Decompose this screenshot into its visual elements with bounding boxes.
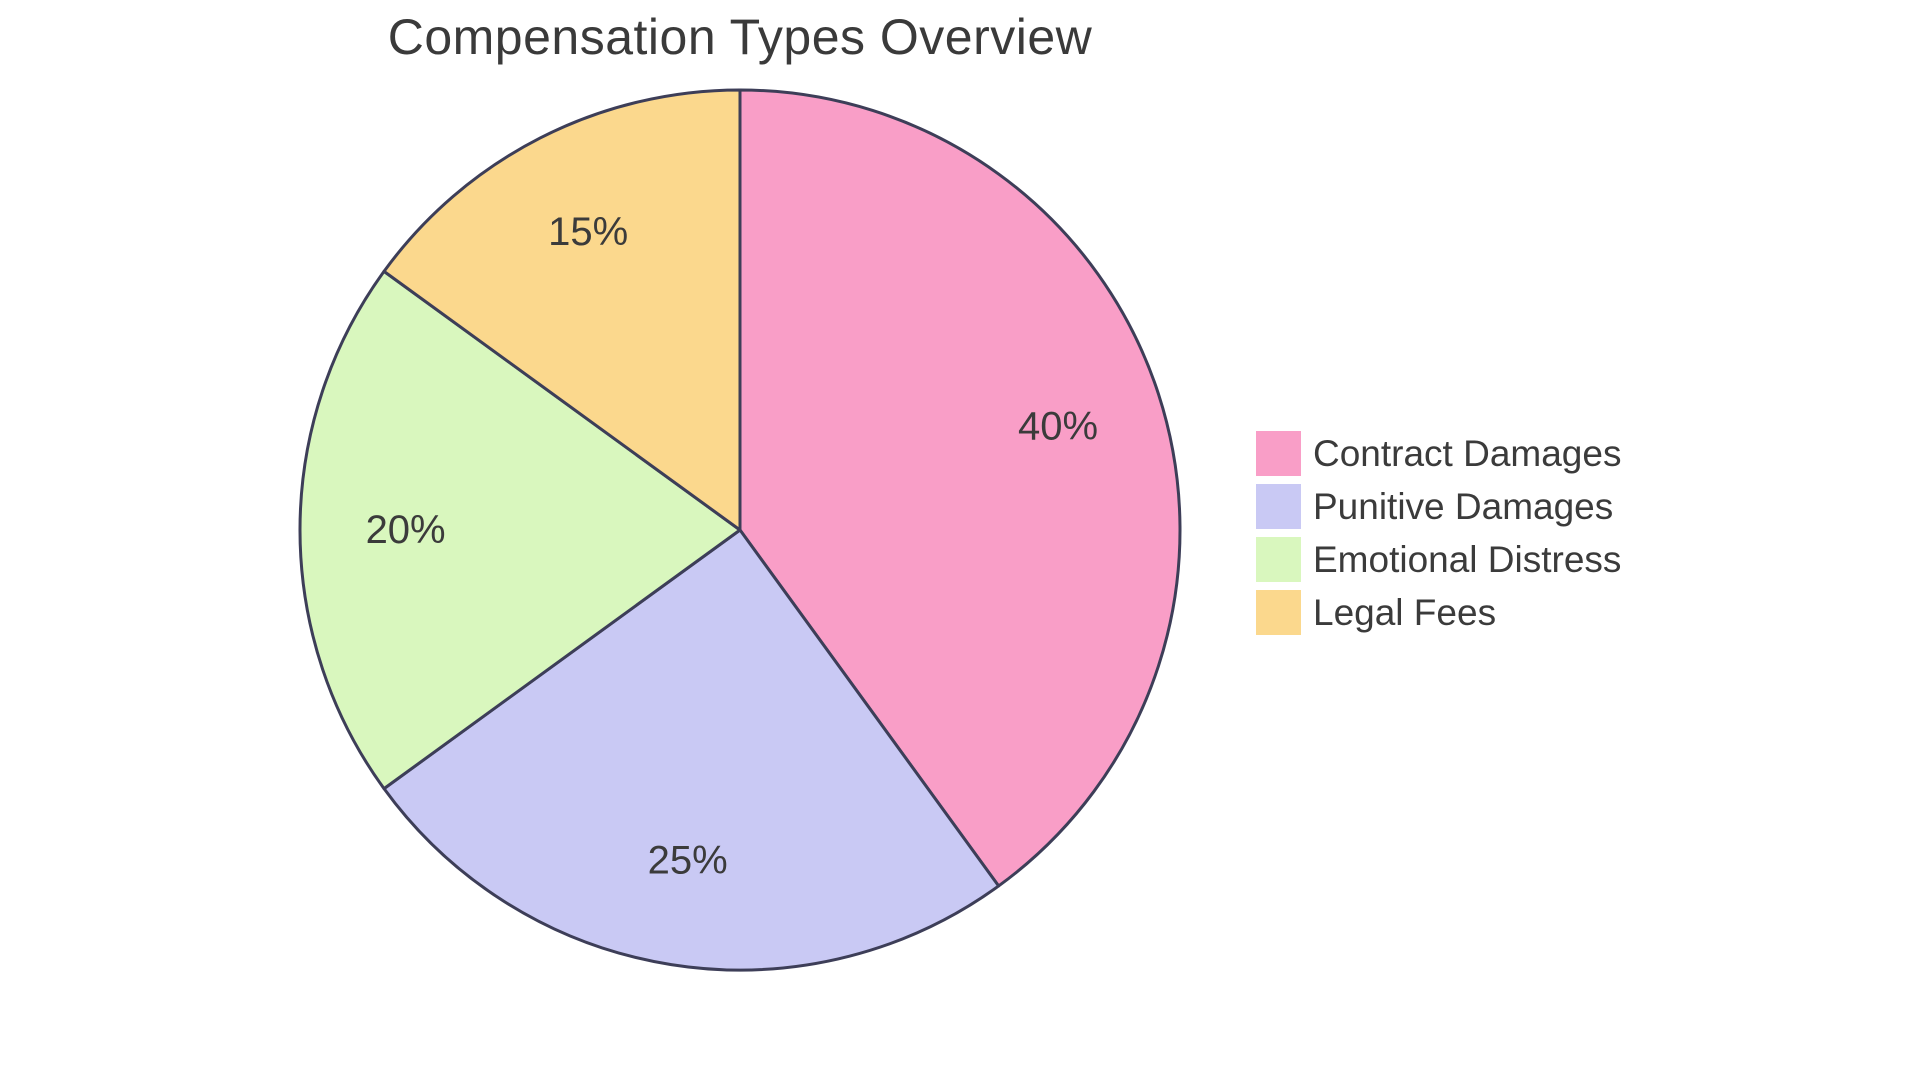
- chart-title: Compensation Types Overview: [387, 9, 1093, 65]
- pie-slice-punitive-damages[interactable]: [382, 528, 1001, 972]
- legend-item-contract-damages[interactable]: Contract Damages: [1256, 431, 1621, 476]
- slice-percent-label: 40%: [1018, 405, 1098, 449]
- slice-percent-label: 25%: [648, 838, 728, 882]
- legend-swatch: [1256, 537, 1301, 582]
- pie-slice-emotional-distress[interactable]: [298, 269, 742, 791]
- legend-label: Legal Fees: [1313, 592, 1497, 633]
- legend-swatch: [1256, 590, 1301, 635]
- slice-percent-label: 15%: [548, 210, 628, 254]
- legend-label: Punitive Damages: [1313, 486, 1614, 527]
- legend-item-emotional-distress[interactable]: Emotional Distress: [1256, 537, 1621, 582]
- legend-swatch: [1256, 431, 1301, 476]
- legend-label: Emotional Distress: [1313, 539, 1622, 580]
- legend: Contract Damages Punitive Damages Emotiona…: [1256, 431, 1621, 635]
- legend-item-legal-fees[interactable]: Legal Fees: [1256, 590, 1621, 635]
- legend-label: Contract Damages: [1313, 433, 1622, 474]
- legend-item-punitive-damages[interactable]: Punitive Damages: [1256, 484, 1621, 529]
- legend-swatch: [1256, 484, 1301, 529]
- slice-percent-label: 20%: [366, 508, 446, 552]
- pie-slice-contract-damages[interactable]: [738, 88, 1182, 888]
- pie-slice-legal-fees[interactable]: [382, 88, 742, 532]
